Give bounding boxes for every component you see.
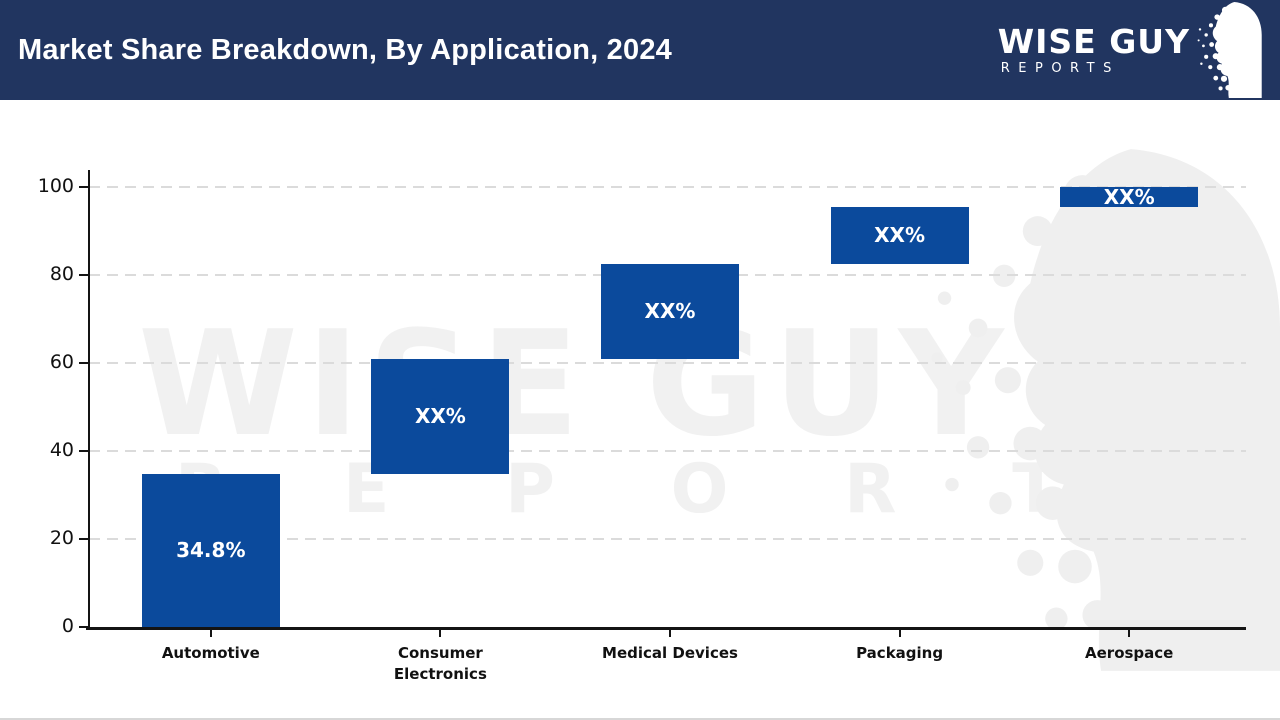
x-tick-4: [1128, 630, 1131, 637]
bar-aerospace: XX%: [1060, 185, 1199, 210]
y-tick-label-40: 40: [49, 439, 74, 461]
bar-consumer-electronics: XX%: [371, 358, 510, 474]
y-tick-100: [79, 186, 88, 188]
bar-value-label: XX%: [414, 404, 466, 429]
logo-subtitle: REPORTS: [1000, 60, 1120, 76]
wiseguy-logo-text: WISE GUY REPORTS: [998, 25, 1190, 76]
y-tick-label-80: 80: [49, 263, 74, 285]
report-header: Market Share Breakdown, By Application, …: [0, 0, 1280, 100]
gridline-100: [89, 186, 1246, 188]
wiseguy-logo: WISE GUY REPORTS: [998, 2, 1280, 98]
x-axis-line: [86, 627, 1246, 630]
x-category-label: Aerospace: [1085, 644, 1174, 662]
y-axis-line: [88, 170, 90, 630]
x-tick-1: [439, 630, 442, 637]
bar-packaging: XX%: [830, 207, 969, 264]
bar-value-label: XX%: [874, 223, 926, 248]
gridline-60: [89, 362, 1246, 364]
bar-value-label: 34.8%: [176, 538, 246, 563]
logo-wordmark: WISE GUY: [997, 21, 1190, 61]
y-tick-label-0: 0: [61, 615, 74, 637]
gridline-20: [89, 538, 1246, 540]
y-tick-40: [79, 450, 88, 452]
x-category-label: Packaging: [856, 644, 944, 662]
waterfall-chart: WISE GUY R E P O R T S 0 20 40 60 80 100 34.8%…: [0, 100, 1280, 718]
bar-medical-devices: XX%: [601, 263, 739, 359]
x-category-label: Consumer Electronics: [393, 644, 487, 683]
y-tick-label-60: 60: [49, 351, 74, 373]
y-tick-0: [79, 626, 88, 628]
y-tick-60: [79, 362, 88, 364]
chart-title: Market Share Breakdown, By Application, …: [18, 33, 672, 66]
x-tick-0: [209, 630, 212, 637]
watermark-wordmark: WISE GUY: [138, 300, 1012, 469]
bar-value-label: XX%: [644, 299, 696, 324]
x-category-label: Automotive: [161, 644, 260, 662]
bar-automotive: 34.8%: [141, 473, 280, 627]
y-tick-label-100: 100: [37, 175, 74, 197]
y-tick-20: [79, 538, 88, 540]
bar-value-label: XX%: [1103, 185, 1155, 210]
wiseguy-face-icon: [1197, 2, 1262, 98]
x-tick-3: [898, 630, 901, 637]
y-tick-label-20: 20: [49, 527, 74, 549]
y-tick-80: [79, 274, 88, 276]
watermark-face: [931, 149, 1280, 671]
gridline-40: [89, 450, 1246, 452]
x-category-label: Medical Devices: [602, 644, 738, 662]
x-tick-2: [669, 630, 671, 637]
